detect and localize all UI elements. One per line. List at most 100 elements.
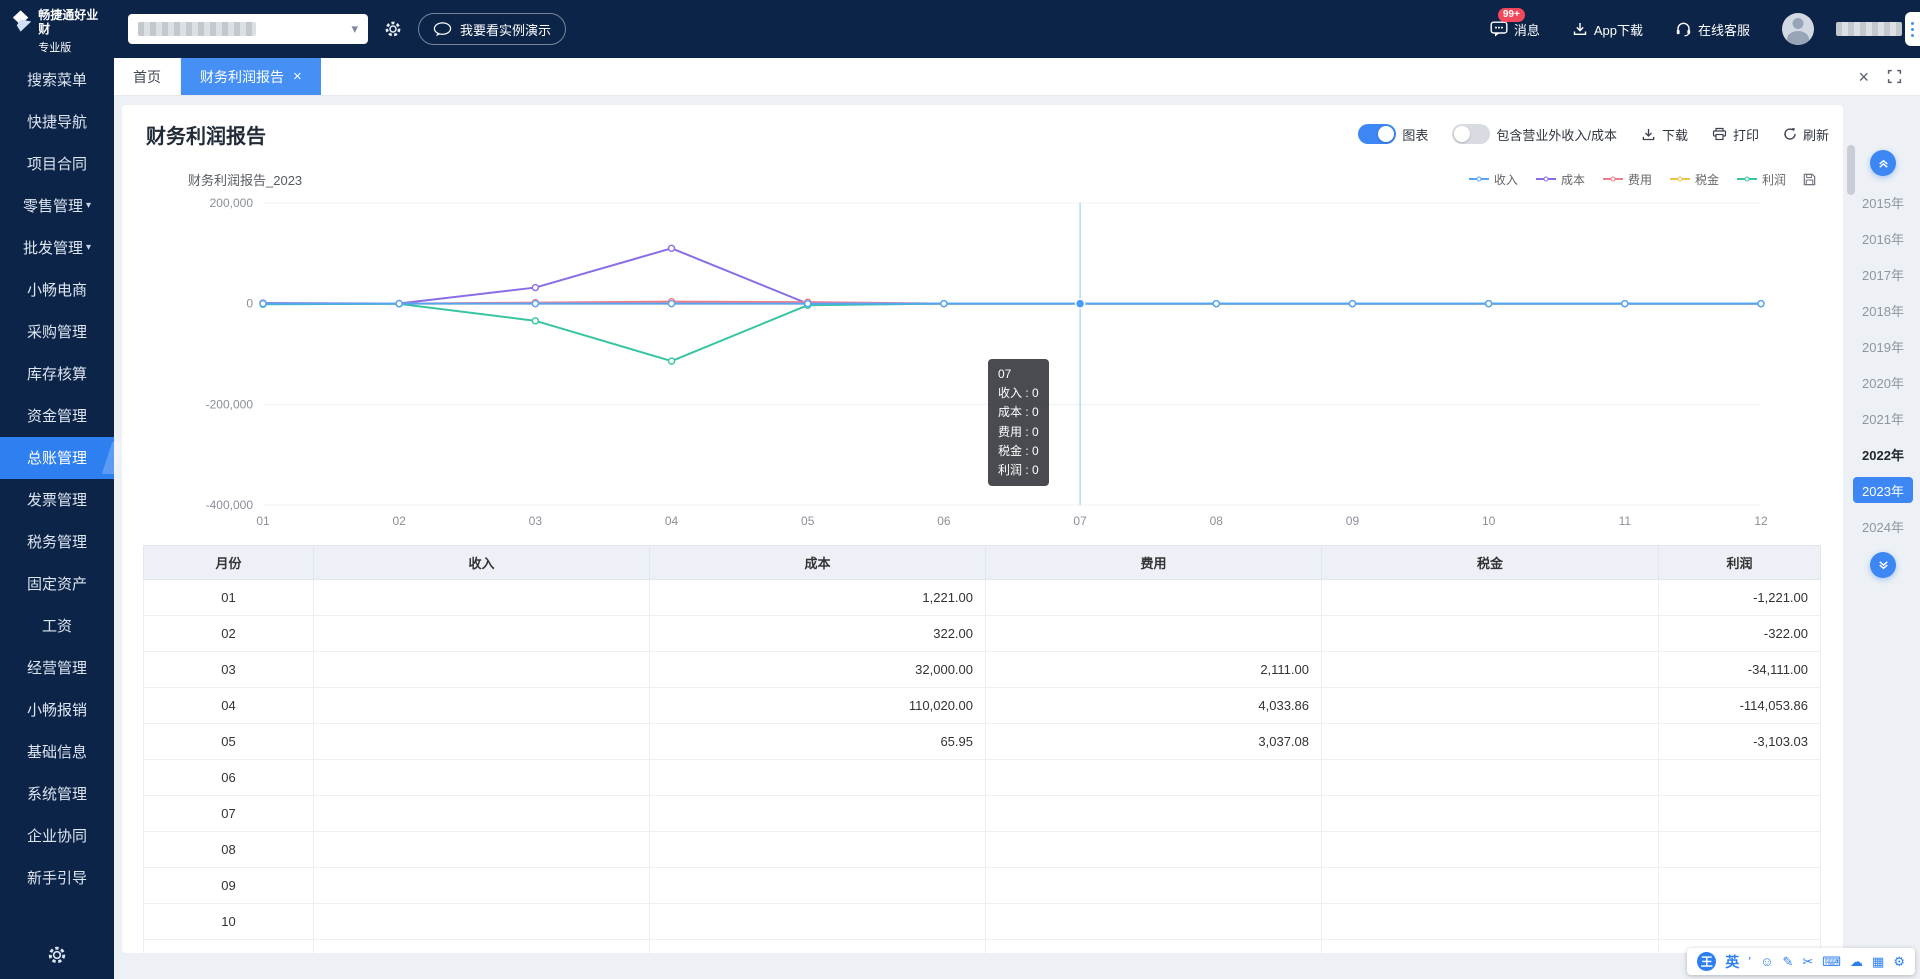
table-row[interactable]: 10	[143, 903, 1821, 940]
sidebar-item[interactable]: 库存核算	[0, 353, 114, 395]
print-button[interactable]: 打印	[1712, 125, 1759, 144]
sidebar-item[interactable]: 固定资产	[0, 563, 114, 605]
svg-text:-400,000: -400,000	[206, 498, 254, 512]
sidebar-item[interactable]: 资金管理	[0, 395, 114, 437]
sidebar-item[interactable]: 系统管理	[0, 773, 114, 815]
table-cell	[1321, 795, 1659, 832]
sidebar-item[interactable]: 基础信息	[0, 731, 114, 773]
year-item[interactable]: 2018年	[1862, 303, 1904, 319]
org-select[interactable]: ▾	[128, 14, 368, 44]
sidebar-item-label: 采购管理	[26, 324, 87, 342]
fullscreen-icon[interactable]	[1887, 69, 1902, 84]
messages-button[interactable]: 99+ 消息	[1490, 7, 1540, 39]
table-cell	[1658, 903, 1821, 940]
year-item[interactable]: 2023年	[1853, 477, 1913, 503]
table-cell: -114,053.86	[1658, 687, 1821, 724]
table-row[interactable]: 09	[143, 867, 1821, 904]
year-item[interactable]: 2015年	[1862, 195, 1904, 211]
scroll-years-up-button[interactable]	[1870, 150, 1896, 176]
table-row[interactable]: 02 322.00 -322.00	[143, 615, 1821, 652]
avatar[interactable]	[1782, 13, 1814, 45]
svg-text:05: 05	[801, 514, 815, 528]
table-row[interactable]: 01 1,221.00 -1,221.00	[143, 579, 1821, 616]
cloud-icon[interactable]: ☁	[1850, 953, 1864, 969]
chat-bubble-icon	[433, 21, 452, 36]
ime-logo-icon[interactable]: 王	[1697, 952, 1717, 971]
sidebar-item-label: 搜索菜单	[26, 72, 87, 90]
gear-icon[interactable]: ⚙	[1893, 953, 1905, 969]
table-row[interactable]: 06	[143, 759, 1821, 796]
gear-icon	[48, 946, 66, 964]
legend-item[interactable]: 税金	[1669, 171, 1719, 188]
sidebar-settings-button[interactable]	[0, 931, 114, 979]
apps-icon[interactable]: ▦	[1872, 953, 1885, 969]
legend-label: 收入	[1493, 172, 1518, 187]
side-panel-handle[interactable]	[1905, 12, 1920, 46]
table-row[interactable]: 05 65.95 3,037.08 -3,103.03	[143, 723, 1821, 760]
table-cell: 2,111.00	[985, 651, 1322, 688]
scroll-years-down-button[interactable]	[1870, 552, 1896, 578]
app-download-button[interactable]: App下载	[1572, 20, 1643, 39]
report-card: 财务利润报告 图表 包含营业外收入/成本 下载	[122, 105, 1843, 953]
sidebar-item[interactable]: 快捷导航	[0, 101, 114, 143]
table-row[interactable]: 07	[143, 795, 1821, 832]
year-item[interactable]: 2017年	[1862, 267, 1904, 283]
sidebar-item[interactable]: 税务管理	[0, 521, 114, 563]
year-item[interactable]: 2022年	[1862, 447, 1904, 463]
tab-home[interactable]: 首页	[114, 58, 181, 95]
svg-text:04: 04	[665, 514, 679, 528]
sidebar-item-label: 企业协同	[26, 828, 87, 846]
year-item[interactable]: 2024年	[1862, 519, 1904, 535]
tab-close-icon[interactable]: ×	[293, 68, 302, 85]
sidebar-item[interactable]: 搜索菜单	[0, 59, 114, 101]
year-item[interactable]: 2021年	[1862, 411, 1904, 427]
legend-item[interactable]: 成本	[1535, 171, 1585, 188]
sidebar-item[interactable]: 批发管理 ▾	[0, 227, 114, 269]
include-nonoperating-toggle[interactable]	[1452, 124, 1491, 144]
sidebar-item-label: 工资	[41, 618, 72, 636]
sidebar-item[interactable]: 工资	[0, 605, 114, 647]
year-item[interactable]: 2016年	[1862, 231, 1904, 247]
table-cell: 09	[143, 867, 314, 904]
save-chart-icon[interactable]	[1802, 172, 1817, 187]
sidebar-item[interactable]: 小畅报销	[0, 689, 114, 731]
double-chevron-down-icon	[1878, 560, 1888, 569]
table-row[interactable]: 03 32,000.00 2,111.00 -34,111.00	[143, 651, 1821, 688]
emoji-icon[interactable]: ☺	[1760, 954, 1774, 969]
demo-button[interactable]: 我要看实例演示	[418, 13, 567, 45]
legend-item[interactable]: 利润	[1736, 171, 1786, 188]
sidebar-item[interactable]: 零售管理 ▾	[0, 185, 114, 227]
sidebar-item[interactable]: 小畅电商	[0, 269, 114, 311]
sidebar-item[interactable]: 发票管理	[0, 479, 114, 521]
sidebar-item[interactable]: 采购管理	[0, 311, 114, 353]
workspace-settings-button[interactable]	[384, 20, 402, 38]
year-item[interactable]: 2019年	[1862, 339, 1904, 355]
sidebar-item[interactable]: 企业协同	[0, 815, 114, 857]
download-button[interactable]: 下载	[1641, 125, 1688, 144]
chart-view-toggle[interactable]	[1358, 124, 1397, 144]
legend-item[interactable]: 费用	[1602, 171, 1652, 188]
sidebar-item[interactable]: 新手引导	[0, 857, 114, 899]
close-tabs-icon[interactable]: ×	[1858, 66, 1869, 87]
legend-item[interactable]: 收入	[1468, 171, 1518, 188]
table-cell	[1321, 867, 1659, 904]
table-row[interactable]: 11	[143, 939, 1821, 953]
sidebar-item[interactable]: 总账管理	[0, 436, 114, 479]
support-button[interactable]: 在线客服	[1675, 20, 1750, 39]
sidebar-item-label: 总账管理	[26, 450, 87, 468]
tab-profit-report[interactable]: 财务利润报告 ×	[181, 58, 321, 95]
table-row[interactable]: 04 110,020.00 4,033.86 -114,053.86	[143, 687, 1821, 724]
refresh-button[interactable]: 刷新	[1783, 125, 1829, 144]
sidebar-item[interactable]: 经营管理	[0, 647, 114, 689]
quote-icon[interactable]: ’	[1748, 954, 1752, 969]
scrollbar-thumb[interactable]	[1847, 145, 1855, 195]
ime-language-icon[interactable]: 英	[1725, 953, 1740, 970]
table-cell	[985, 903, 1322, 940]
sidebar-item[interactable]: 项目合同	[0, 143, 114, 185]
year-item[interactable]: 2020年	[1862, 375, 1904, 391]
pen-icon[interactable]: ✎	[1782, 953, 1794, 969]
keyboard-icon[interactable]: ⌨	[1822, 953, 1842, 969]
table-row[interactable]: 08	[143, 831, 1821, 868]
scissors-icon[interactable]: ✂	[1802, 953, 1814, 969]
